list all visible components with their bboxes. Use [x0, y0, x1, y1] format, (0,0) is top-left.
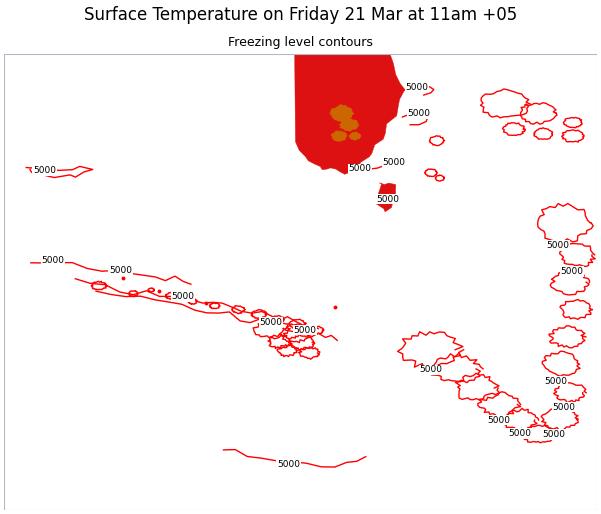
- Text: 5000: 5000: [547, 241, 570, 250]
- Text: 5000: 5000: [172, 292, 195, 301]
- Polygon shape: [294, 43, 405, 174]
- Text: 5000: 5000: [544, 377, 567, 386]
- Text: 5000: 5000: [348, 164, 371, 174]
- Text: 5000: 5000: [508, 429, 531, 438]
- Polygon shape: [339, 118, 359, 132]
- Text: 5000: 5000: [419, 365, 442, 374]
- Text: 5000: 5000: [383, 158, 406, 167]
- Polygon shape: [376, 183, 396, 212]
- Text: 5000: 5000: [260, 318, 282, 327]
- Text: 5000: 5000: [376, 195, 399, 204]
- Polygon shape: [329, 104, 355, 122]
- Text: 5000: 5000: [560, 267, 584, 276]
- Text: 5000: 5000: [406, 83, 429, 92]
- Polygon shape: [349, 132, 362, 141]
- Polygon shape: [331, 131, 347, 142]
- Text: 5000: 5000: [407, 109, 430, 118]
- Text: 5000: 5000: [294, 325, 317, 335]
- Text: 5000: 5000: [553, 403, 576, 412]
- Text: 5000: 5000: [33, 166, 56, 175]
- Text: 5000: 5000: [109, 266, 132, 276]
- Text: 5000: 5000: [277, 460, 300, 469]
- Text: Surface Temperature on Friday 21 Mar at 11am +05: Surface Temperature on Friday 21 Mar at …: [84, 6, 517, 24]
- Text: 5000: 5000: [41, 256, 64, 265]
- Text: Freezing level contours: Freezing level contours: [228, 35, 373, 49]
- Text: 5000: 5000: [487, 415, 510, 425]
- Text: 5000: 5000: [543, 430, 566, 439]
